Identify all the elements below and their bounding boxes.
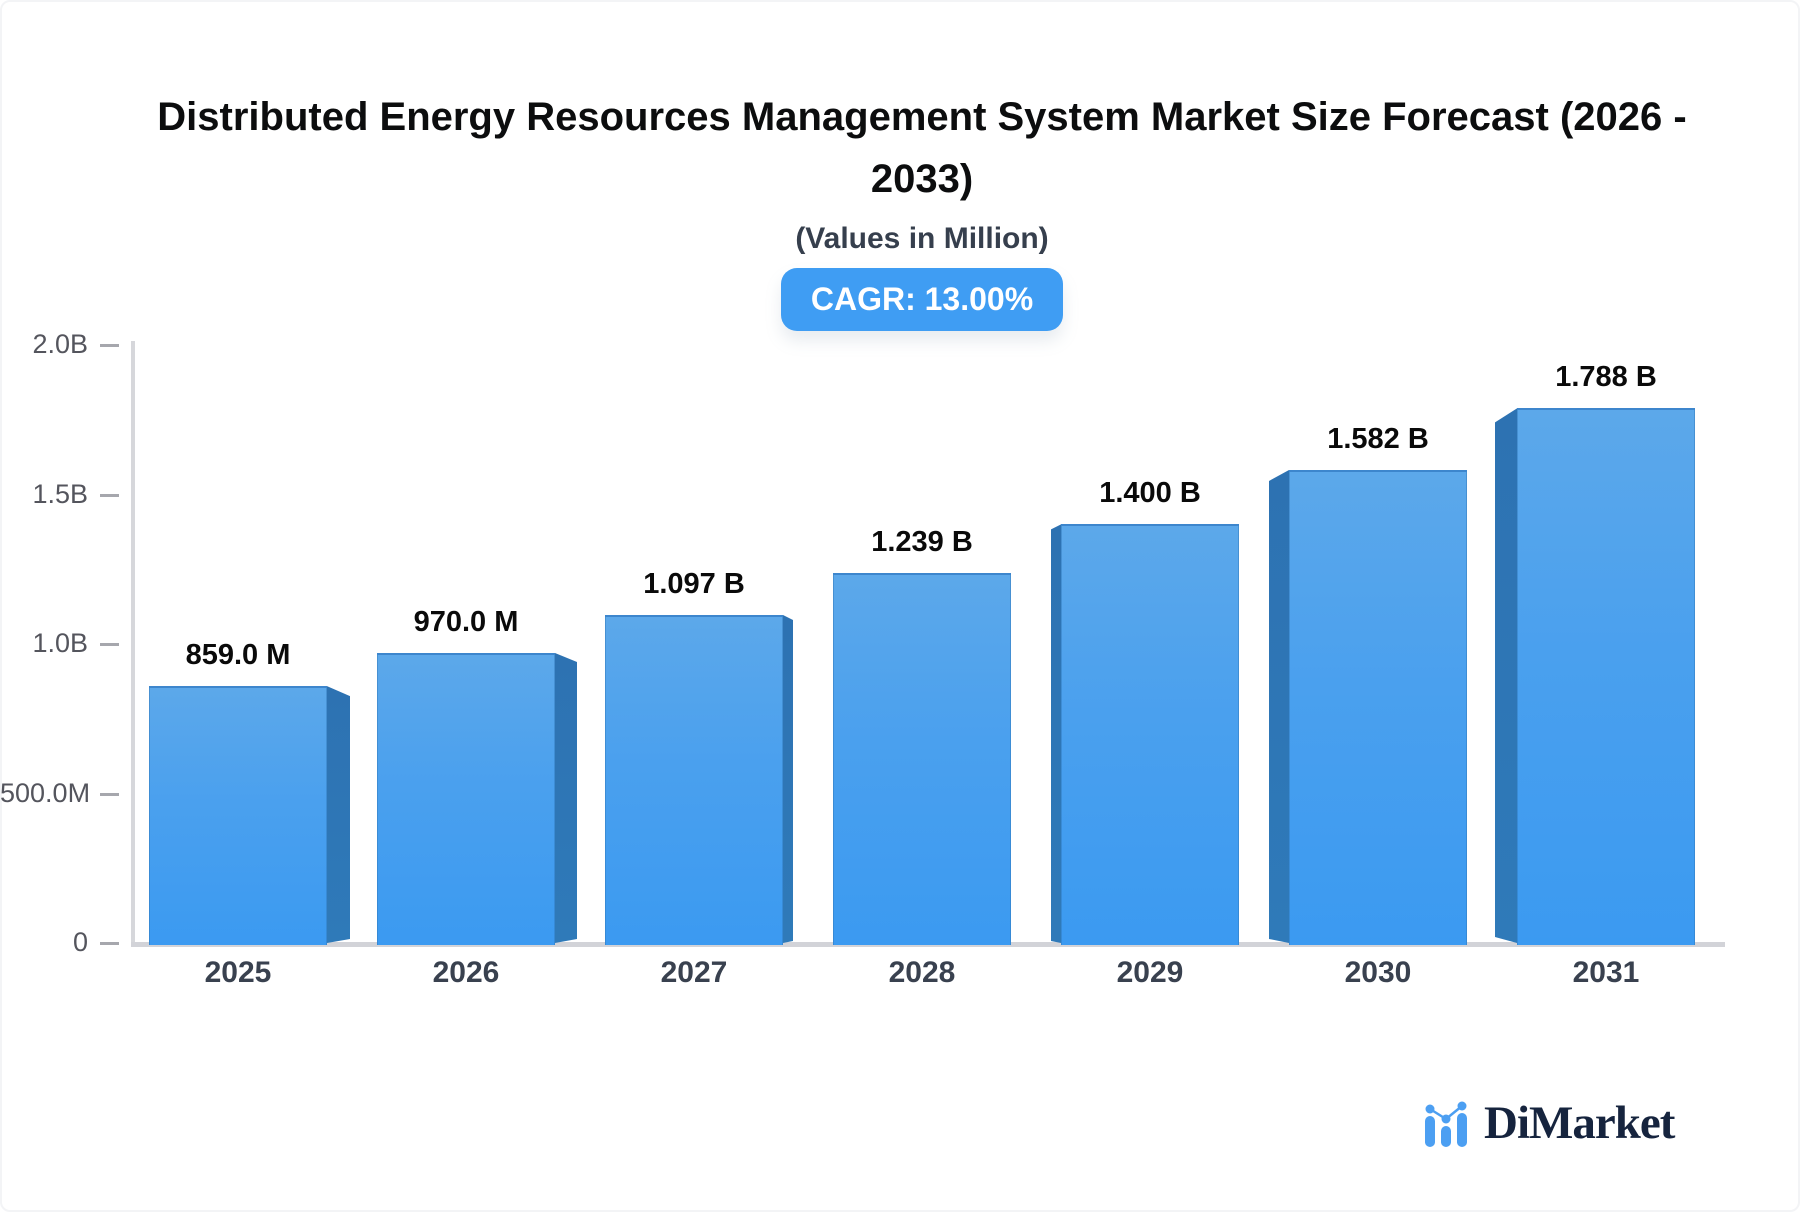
y-axis-tick [100, 344, 119, 347]
bar-3d-side [783, 615, 793, 943]
bar-value-label: 970.0 M [413, 605, 519, 638]
cagr-badge: CAGR: 13.00% [780, 268, 1064, 331]
bar-3d-side [1051, 524, 1061, 943]
x-axis-label-2025: 2025 [204, 956, 272, 989]
mini-bar-chart-icon [1425, 1101, 1467, 1147]
bar-2029[interactable] [1061, 524, 1239, 945]
y-axis-line [131, 341, 135, 945]
bar-2027[interactable] [605, 614, 783, 945]
chart-subtitle: (Values in Million) [795, 222, 1049, 255]
bar-3d-side [1495, 408, 1517, 943]
chart-header: Distributed Energy Resources Management … [131, 86, 1713, 331]
bar-3d-side [555, 653, 577, 943]
bar-value-label: 859.0 M [185, 639, 291, 672]
bar-value-label: 1.400 B [1099, 477, 1201, 510]
y-axis-tick-label: 500.0M [0, 777, 91, 808]
bar-3d-side [1269, 470, 1289, 943]
y-axis-tick [100, 643, 119, 646]
x-axis-label-2029: 2029 [1116, 956, 1184, 989]
y-axis-tick-label: 0 [72, 927, 88, 957]
y-axis-tick [100, 493, 119, 497]
y-axis-tick [100, 942, 119, 945]
y-axis-tick-label: 2.0B [32, 329, 88, 359]
dimarket-logo: DiMarket [1422, 1096, 1675, 1150]
chart-title-line1: Distributed Energy Resources Management … [157, 95, 1687, 139]
logo-text: DiMarket [1484, 1097, 1675, 1149]
bar-value-label: 1.788 B [1555, 361, 1657, 394]
bar-2031[interactable] [1517, 408, 1695, 945]
y-axis-tick-label: 1.0B [32, 628, 88, 658]
chart-title-line2: 2033) [870, 157, 974, 201]
x-axis-label-2028: 2028 [888, 956, 956, 989]
y-axis-tick-label: 1.5B [32, 478, 88, 509]
y-axis-tick [100, 792, 119, 796]
x-axis-label-2027: 2027 [660, 956, 728, 989]
bar-2028[interactable] [833, 572, 1011, 945]
chart-title: Distributed Energy Resources Management … [131, 86, 1713, 210]
bar-2026[interactable] [377, 652, 555, 945]
bar-value-label: 1.239 B [871, 525, 973, 558]
x-axis-label-2031: 2031 [1572, 956, 1640, 989]
bar-2025[interactable] [149, 686, 327, 945]
bar-2030[interactable] [1289, 469, 1467, 945]
x-axis-label-2030: 2030 [1344, 956, 1412, 989]
bar-value-label: 1.582 B [1327, 422, 1429, 455]
bar-value-label: 1.097 B [643, 567, 745, 600]
x-axis-label-2026: 2026 [432, 956, 500, 989]
bar-3d-side [327, 686, 350, 943]
